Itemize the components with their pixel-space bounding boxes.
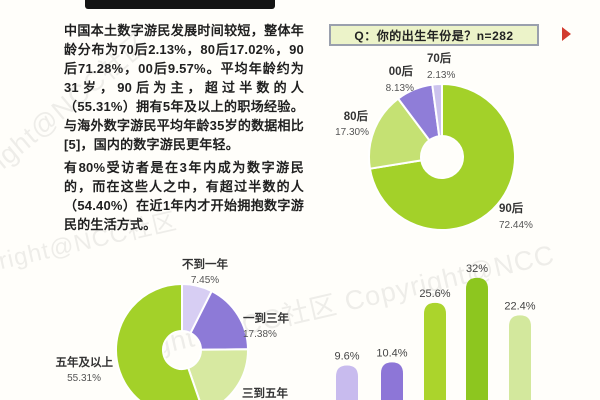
intro-paragraph-duration: 有80%受访者是在3年内成为数字游民的，而在这些人之中，有超过半数的人（54.4… xyxy=(64,160,304,232)
bar-25.6% xyxy=(424,302,446,400)
birth-year-donut-category-label: 70后 xyxy=(427,51,452,65)
birth-year-donut-category-label: 80后 xyxy=(344,109,369,123)
birth-year-donut-value-label: 8.13% xyxy=(386,83,414,94)
years-as-nomad-donut-category-label: 五年及以上 xyxy=(56,355,114,369)
question-header-label: Q：你的出生年份是？n=282 xyxy=(354,28,514,43)
birth-year-donut-value-label: 17.30% xyxy=(335,127,369,138)
birth-year-donut-slice-90后 xyxy=(368,83,516,231)
intro-paragraph-age: 中国本土数字游民发展时间较短，整体年龄分布为70后2.13%，80后17.02%… xyxy=(64,23,304,152)
bar-32% xyxy=(466,277,488,400)
years-as-nomad-donut-category-label: 一到三年 xyxy=(243,311,289,325)
bar-value-label: 32% xyxy=(466,263,488,275)
birth-year-donut-category-label: 90后 xyxy=(499,201,524,215)
years-as-nomad-donut-value-label: 7.45% xyxy=(191,275,219,286)
years-as-nomad-donut-value-label: 55.31% xyxy=(67,373,101,384)
years-as-nomad-donut-slice-五年及以上 xyxy=(115,283,201,400)
cropped-section-title-bar xyxy=(85,0,275,9)
years-as-nomad-donut-slice-一到三年 xyxy=(189,290,249,351)
years-as-nomad-donut-category-label: 三到五年 xyxy=(242,386,288,400)
years-as-nomad-donut-value-label: 17.38% xyxy=(243,329,277,340)
bar-value-label: 10.4% xyxy=(376,347,407,359)
bar-10.4% xyxy=(381,362,403,400)
bar-value-label: 9.6% xyxy=(334,350,359,362)
birth-year-donut-value-label: 72.44% xyxy=(499,220,533,231)
birth-year-donut-value-label: 2.13% xyxy=(427,70,455,81)
bar-value-label: 25.6% xyxy=(419,288,450,300)
red-arrow-icon xyxy=(562,27,571,41)
birth-year-donut-slice-70后 xyxy=(431,83,443,138)
birth-year-donut-category-label: 00后 xyxy=(389,64,414,78)
years-as-nomad-donut-category-label: 不到一年 xyxy=(182,257,228,271)
bar-9.6% xyxy=(336,365,358,400)
question-header-box: Q：你的出生年份是？n=282 xyxy=(329,24,539,46)
bar-value-label: 22.4% xyxy=(504,300,535,312)
birth-year-donut-slice-80后 xyxy=(368,97,431,170)
years-as-nomad-donut-slice-三到五年 xyxy=(187,348,249,400)
bar-22.4% xyxy=(509,315,531,400)
